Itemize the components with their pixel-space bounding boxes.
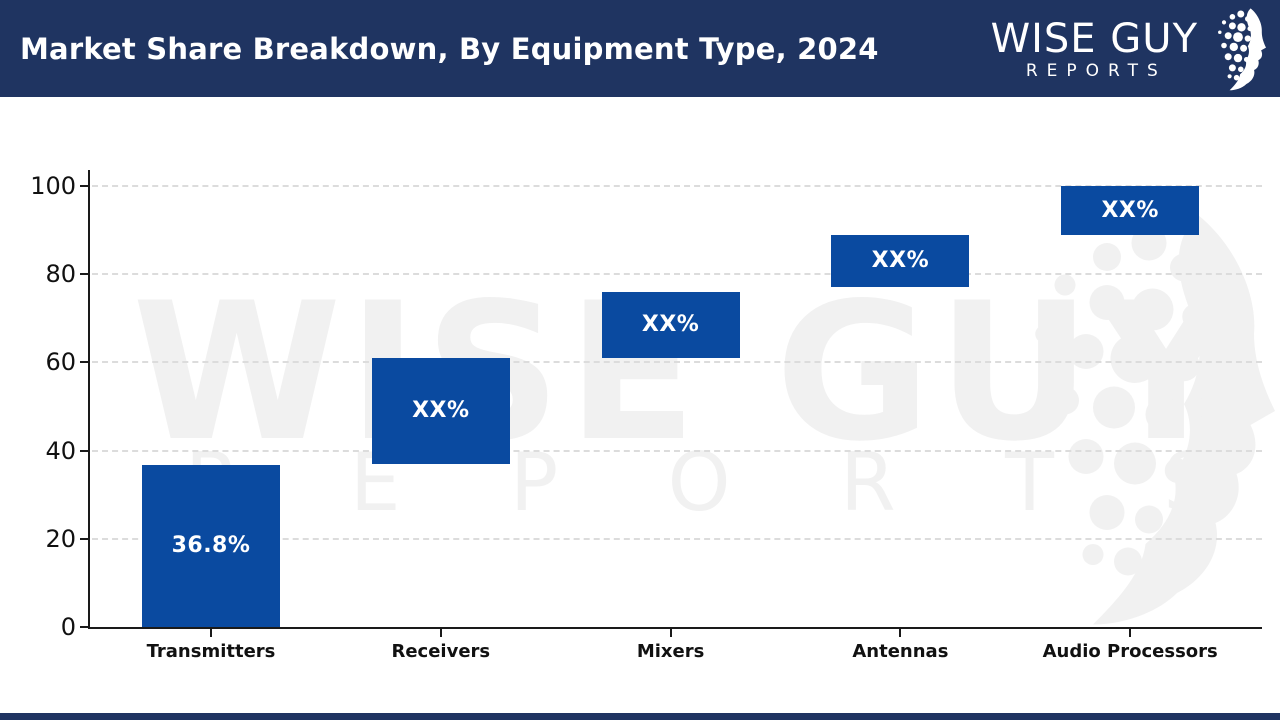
x-category-label: Mixers (636, 641, 705, 662)
y-tick-label: 0 (60, 613, 76, 641)
y-gridline (92, 361, 1262, 364)
footer-bar (0, 713, 1280, 720)
waterfall-bar: XX% (371, 357, 510, 464)
x-tick-mark (669, 629, 672, 637)
brand-logo-text: WISE GUY REPORTS (991, 19, 1198, 80)
y-tick-mark (80, 273, 90, 276)
y-tick-label: 40 (45, 436, 76, 465)
brand-subname: REPORTS (1025, 60, 1167, 81)
y-tick-label: 80 (45, 260, 76, 289)
watermark-head-icon (925, 198, 1275, 638)
bar-value-label: XX% (412, 398, 470, 424)
y-tick-label: 100 (30, 172, 76, 200)
x-category-label: Transmitters (146, 641, 276, 662)
y-tick-label: 60 (45, 348, 76, 377)
brand-name: WISE GUY (990, 15, 1198, 62)
x-tick-mark (899, 629, 902, 637)
bar-value-label: XX% (641, 312, 700, 338)
bar-value-label: 36.8% (171, 533, 251, 559)
x-axis-line (88, 627, 1262, 629)
y-tick-mark (80, 537, 90, 540)
bar-value-label: XX% (1101, 197, 1159, 223)
y-tick-mark (80, 626, 90, 628)
x-tick-mark (439, 629, 442, 637)
bar-value-label: XX% (871, 248, 930, 274)
y-axis-line (88, 170, 90, 629)
y-gridline (92, 537, 1262, 540)
brand-head-icon (1196, 5, 1266, 93)
x-category-label: Antennas (852, 641, 949, 662)
waterfall-bar: XX% (831, 234, 970, 288)
x-category-label: Audio Processors (1042, 641, 1218, 662)
y-gridline (92, 185, 1262, 187)
waterfall-bar: 36.8% (142, 464, 280, 627)
y-tick-mark (80, 449, 90, 452)
x-tick-mark (210, 629, 212, 637)
y-tick-mark (80, 361, 90, 364)
brand-logo: WISE GUY REPORTS (991, 4, 1266, 94)
y-gridline (92, 449, 1262, 452)
x-tick-mark (1129, 629, 1132, 637)
chart-title: Market Share Breakdown, By Equipment Typ… (20, 31, 879, 66)
y-gridline (92, 273, 1262, 276)
y-tick-label: 20 (45, 524, 76, 553)
waterfall-bar: XX% (1061, 186, 1200, 235)
x-category-label: Receivers (391, 641, 491, 662)
waterfall-bar: XX% (601, 291, 740, 358)
header-bar: Market Share Breakdown, By Equipment Typ… (0, 0, 1280, 97)
y-tick-mark (80, 185, 90, 187)
